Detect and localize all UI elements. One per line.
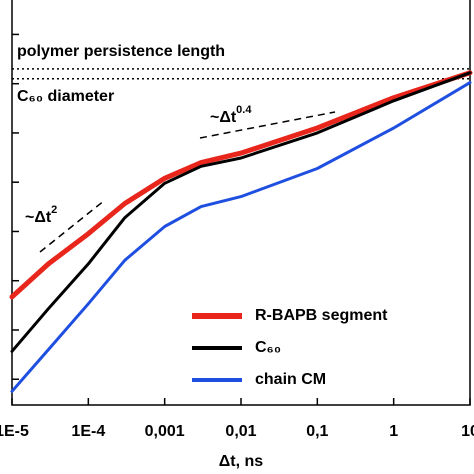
x-tick-label: 0,01 [225,423,256,440]
series-line [10,81,472,393]
reference-label: C₆₀ diameter [17,88,114,105]
x-tick-label: 1 [389,423,398,440]
x-tick-label: 1E-4 [71,423,105,440]
plot-frame [11,0,471,406]
slope-guide [199,111,336,139]
legend-label: R-BAPB segment [255,307,388,324]
series-line [10,71,472,353]
x-axis-label: Δt, ns [219,453,263,470]
reference-label: polymer persistence length [17,43,225,60]
legend-label: chain CM [255,371,326,388]
x-tick-label: 0,1 [306,423,328,440]
annotation: ~Δt0.4 [210,104,252,126]
annotation: ~Δt2 [25,204,57,226]
x-tick-label: 1E-5 [0,423,29,440]
slope-guide [39,199,106,253]
x-tick-label: 10 [461,423,474,440]
legend-label: C₆₀ [255,339,281,356]
series-line [9,70,473,300]
x-tick-label: 0,001 [145,423,185,440]
